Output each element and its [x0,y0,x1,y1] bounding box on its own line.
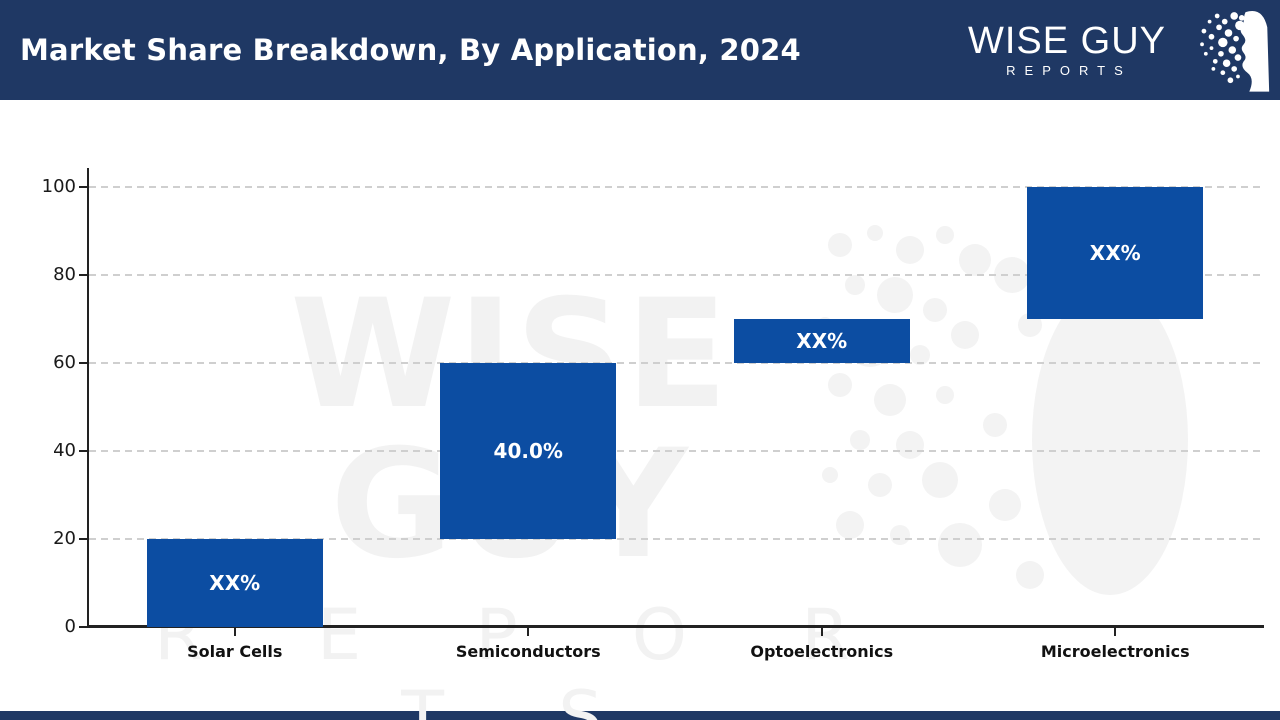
y-tick-mark [79,274,87,276]
gridline [89,538,1262,540]
y-tick-label: 40 [53,440,76,461]
bar-solar-cells: XX% [146,539,323,627]
x-category-label: Optoelectronics [750,642,894,661]
bar-value-label: XX% [796,329,848,353]
bar-value-label: 40.0% [493,439,563,463]
x-category-label: Solar Cells [187,642,283,661]
y-tick-mark [79,450,87,452]
x-tick-mark [1114,628,1117,636]
wise-guy-logo: WISE GUY REPORTS [968,7,1272,93]
bar-value-label: XX% [209,571,261,595]
header-bar: Market Share Breakdown, By Application, … [0,0,1280,100]
gridline [89,450,1262,452]
y-tick-label: 0 [64,616,76,637]
y-tick-mark [79,626,87,628]
gridline [89,274,1262,276]
page-title: Market Share Breakdown, By Application, … [20,33,801,67]
x-tick-mark [820,628,823,636]
logo-wordmark-line1: WISE GUY [967,20,1166,62]
y-tick-label: 20 [53,528,76,549]
x-tick-mark [527,628,530,636]
x-axis-line [87,625,1264,628]
gridline [89,362,1262,364]
y-tick-label: 60 [53,352,76,373]
y-tick-mark [79,362,87,364]
logo-wordmark: WISE GUY REPORTS [968,22,1166,78]
y-axis-line [87,168,89,627]
x-tick-mark [233,628,236,636]
chart-plot-area: 0 20 40 60 80 100 XX% Solar Cells 40.0% Semicondu… [0,100,1280,712]
logo-head-icon [1200,10,1270,92]
y-tick-mark [79,538,87,540]
y-tick-label: 100 [41,176,76,197]
logo-wordmark-line2: REPORTS [1006,63,1132,78]
y-tick-mark [79,186,87,188]
x-category-label: Semiconductors [455,642,601,661]
bar-value-label: XX% [1089,241,1141,265]
x-category-label: Microelectronics [1040,642,1190,661]
y-tick-label: 80 [53,264,76,285]
gridline [89,186,1262,188]
footer-bar [0,711,1280,720]
bar-semiconductors: 40.0% [440,363,617,539]
bar-optoelectronics: XX% [733,319,910,363]
bar-microelectronics: XX% [1027,187,1204,319]
